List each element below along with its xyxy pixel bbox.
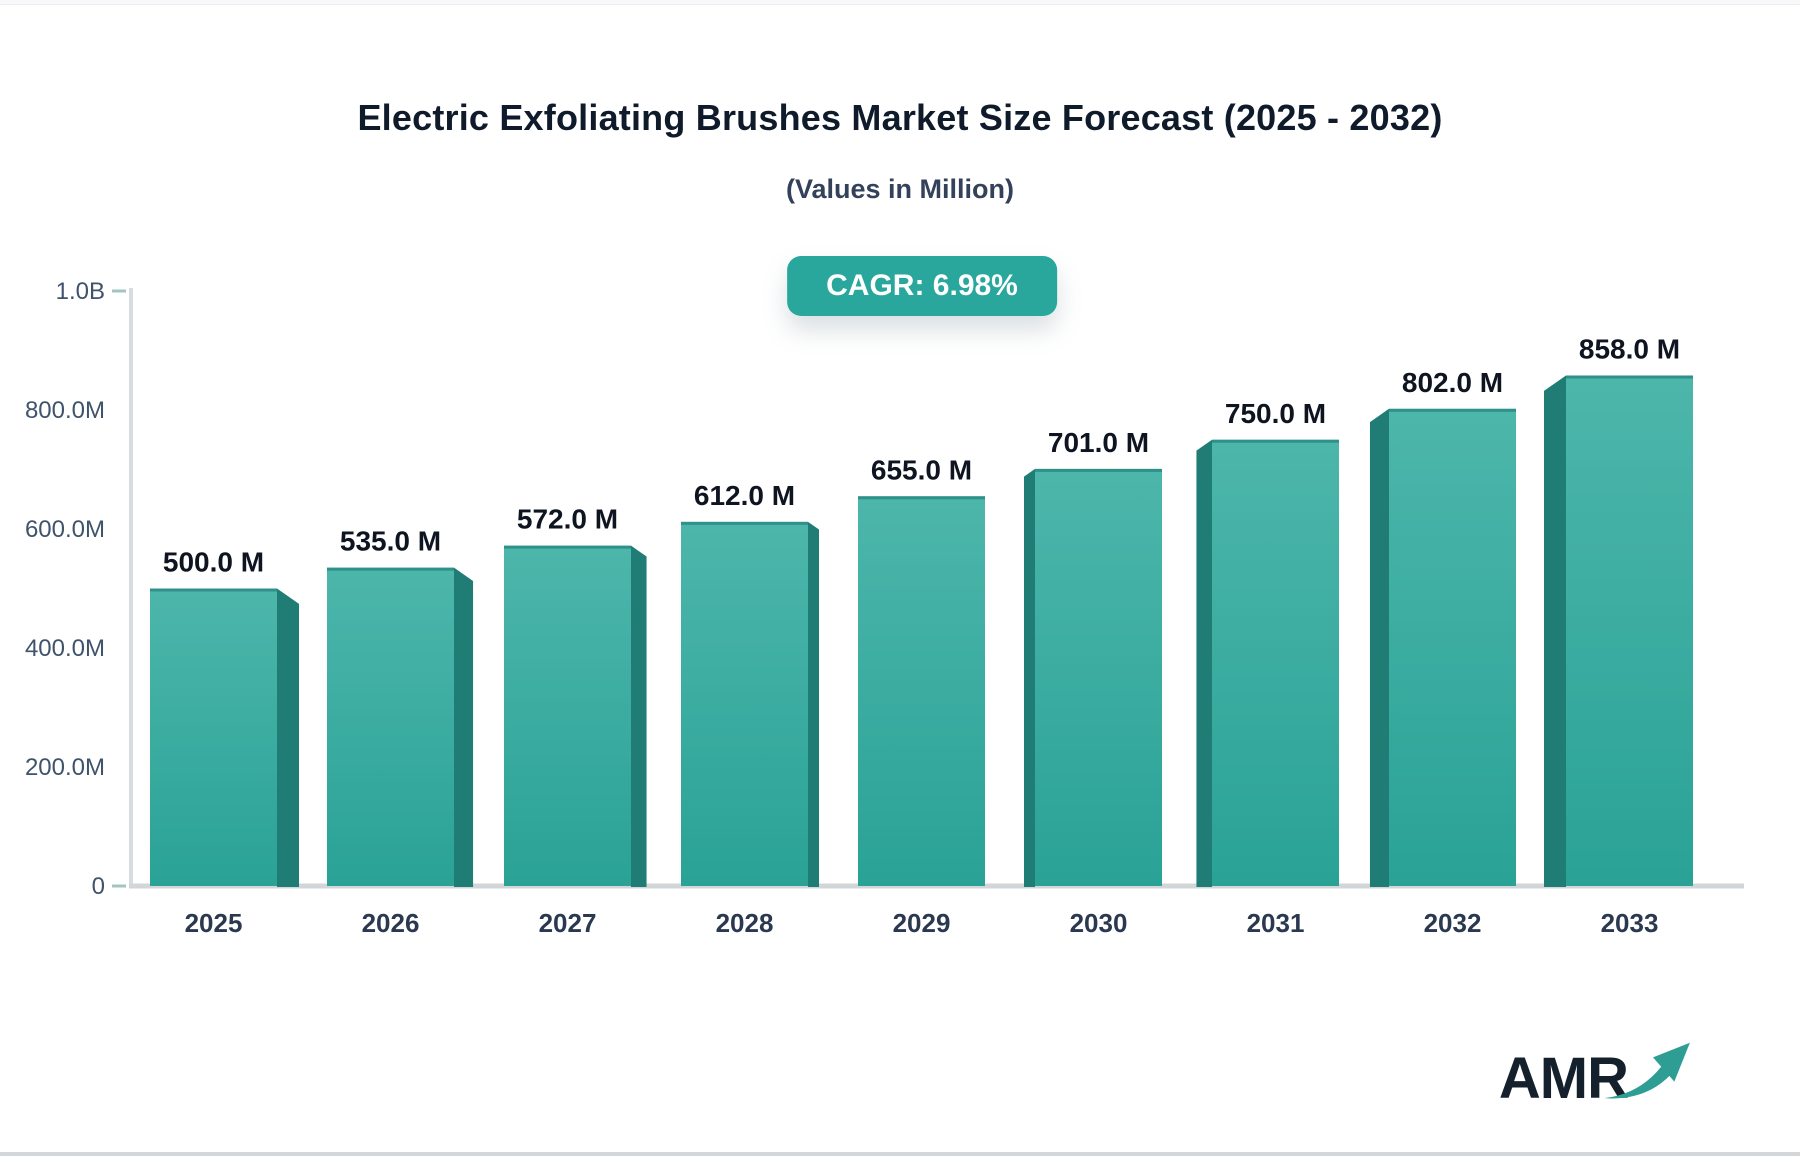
bar-value-label: 535.0 M [340, 526, 441, 557]
x-axis-label: 2033 [1601, 908, 1659, 938]
bar-value-label: 572.0 M [517, 504, 618, 535]
chart-subtitle: (Values in Million) [785, 174, 1015, 204]
bar-2033: 858.0 M 2033 [1544, 333, 1693, 938]
bar-top-edge [327, 567, 454, 571]
bar-top-edge [681, 521, 808, 525]
y-axis-label: 1.0B [56, 278, 105, 305]
bar-side-face [277, 588, 299, 887]
bar-2030: 701.0 M 2030 [1024, 427, 1162, 938]
bar-top-edge [1566, 375, 1693, 379]
bar-value-label: 500.0 M [163, 547, 264, 578]
amr-logo-text: AMR [1498, 1045, 1629, 1111]
bar-side-face [454, 567, 474, 887]
y-axis-label: 800.0M [25, 397, 105, 424]
bar-top-edge [150, 588, 277, 592]
x-axis-label: 2025 [185, 908, 243, 938]
amr-logo: AMR [1498, 1036, 1702, 1111]
page-top-strip [0, 0, 1800, 5]
x-axis-label: 2028 [716, 908, 774, 938]
bar-front-face [858, 496, 985, 886]
bar-side-face [631, 545, 647, 887]
bar-side-face [1369, 408, 1389, 887]
bar-front-face [1389, 408, 1516, 886]
bar-value-label: 701.0 M [1048, 427, 1149, 458]
bar-front-face [150, 588, 277, 886]
bar-front-face [1212, 439, 1339, 886]
bar-2029: 655.0 M 2029 [858, 454, 985, 938]
bar-front-face [1035, 468, 1162, 886]
bar-top-edge [1035, 468, 1162, 472]
bar-2032: 802.0 M 2032 [1369, 367, 1516, 938]
bar-2028: 612.0 M 2028 [681, 480, 819, 938]
chart-title: Electric Exfoliating Brushes Market Size… [357, 97, 1443, 138]
bar-top-edge [1389, 408, 1516, 412]
arrow-head [1652, 1042, 1690, 1082]
bar-side-face [808, 521, 819, 887]
growth-arrow-icon [1604, 1042, 1690, 1099]
bar-front-face [327, 567, 454, 886]
bar-value-label: 802.0 M [1402, 367, 1503, 398]
bar-value-label: 655.0 M [871, 454, 972, 485]
bar-front-face [681, 521, 808, 886]
x-axis-label: 2026 [362, 908, 420, 938]
bar-value-label: 612.0 M [694, 480, 795, 511]
bar-side-face [1544, 375, 1566, 887]
x-axis-label: 2027 [539, 908, 597, 938]
y-axis-label: 600.0M [25, 516, 105, 543]
cagr-badge: CAGR: 6.98% [787, 256, 1057, 316]
bar-2026: 535.0 M 2026 [327, 526, 474, 938]
bar-2031: 750.0 M 2031 [1196, 398, 1339, 938]
bar-value-label: 858.0 M [1579, 333, 1680, 364]
bar-front-face [504, 545, 631, 886]
bar-side-face [1196, 439, 1212, 887]
x-axis-label: 2032 [1424, 908, 1482, 938]
arrow-swoosh [1604, 1066, 1671, 1099]
bar-top-edge [858, 496, 985, 500]
x-axis-label: 2029 [893, 908, 951, 938]
bar-side-face [1024, 468, 1035, 887]
y-axis-label: 400.0M [25, 635, 105, 662]
x-axis-label: 2031 [1247, 908, 1305, 938]
bar-front-face [1566, 375, 1693, 886]
bar-2027: 572.0 M 2027 [504, 504, 647, 938]
bar-2025: 500.0 M 2025 [150, 547, 299, 938]
x-axis-label: 2030 [1070, 908, 1128, 938]
bar-top-edge [1212, 439, 1339, 443]
bar-top-edge [504, 545, 631, 549]
y-axis-label: 200.0M [25, 754, 105, 781]
y-axis-label: 0 [92, 873, 105, 900]
bar-value-label: 750.0 M [1225, 398, 1326, 429]
page-bottom-strip [0, 1152, 1800, 1156]
